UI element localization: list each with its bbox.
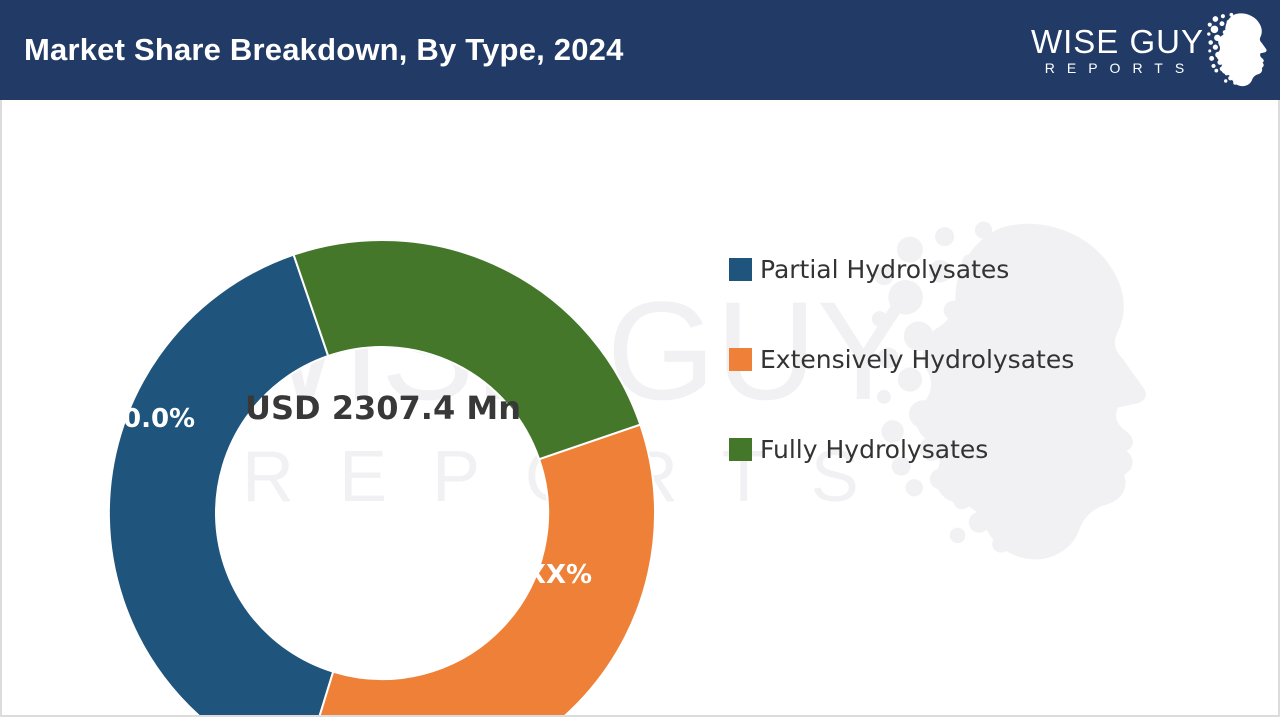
legend-swatch-partial xyxy=(729,257,752,281)
legend-label-partial: Partial Hydrolysates xyxy=(760,254,1010,284)
legend: Partial Hydrolysates Extensively Hydroly… xyxy=(729,254,1075,527)
legend-item-partial: Partial Hydrolysates xyxy=(729,254,1074,284)
logo-name-text: WISE GUY xyxy=(1030,23,1204,60)
content-area: WISE GUY REPORTS 40.0% XX% XX% USD 2307.… xyxy=(0,100,1280,717)
legend-swatch-extensively xyxy=(729,347,752,371)
page-title: Market Share Breakdown, By Type, 2024 xyxy=(24,32,624,67)
slice-label-extensively: XX% xyxy=(525,560,593,590)
header: Market Share Breakdown, By Type, 2024 WI… xyxy=(0,0,1280,100)
slice-label-fully: XX% xyxy=(453,183,521,213)
legend-item-extensively: Extensively Hydrolysates xyxy=(729,344,1075,374)
legend-label-fully: Fully Hydrolysates xyxy=(760,434,989,464)
donut-segment-extensively xyxy=(318,423,656,715)
donut-segment-fully xyxy=(292,239,642,461)
donut-chart xyxy=(107,239,656,715)
donut-segment-partial xyxy=(107,253,335,715)
logo-reports-text: REPORTS xyxy=(1044,60,1197,76)
legend-label-extensively: Extensively Hydrolysates xyxy=(760,344,1075,374)
center-value: USD 2307.4 Mn xyxy=(245,389,521,427)
wiseguy-face-icon xyxy=(1207,12,1267,87)
logo-wordmark: WISE GUY REPORTS xyxy=(1031,25,1204,75)
slice-label-partial: 40.0% xyxy=(104,404,196,434)
wiseguy-logo: WISE GUY REPORTS xyxy=(1031,8,1268,92)
legend-item-fully: Fully Hydrolysates xyxy=(729,434,1074,464)
legend-swatch-fully xyxy=(729,437,752,461)
